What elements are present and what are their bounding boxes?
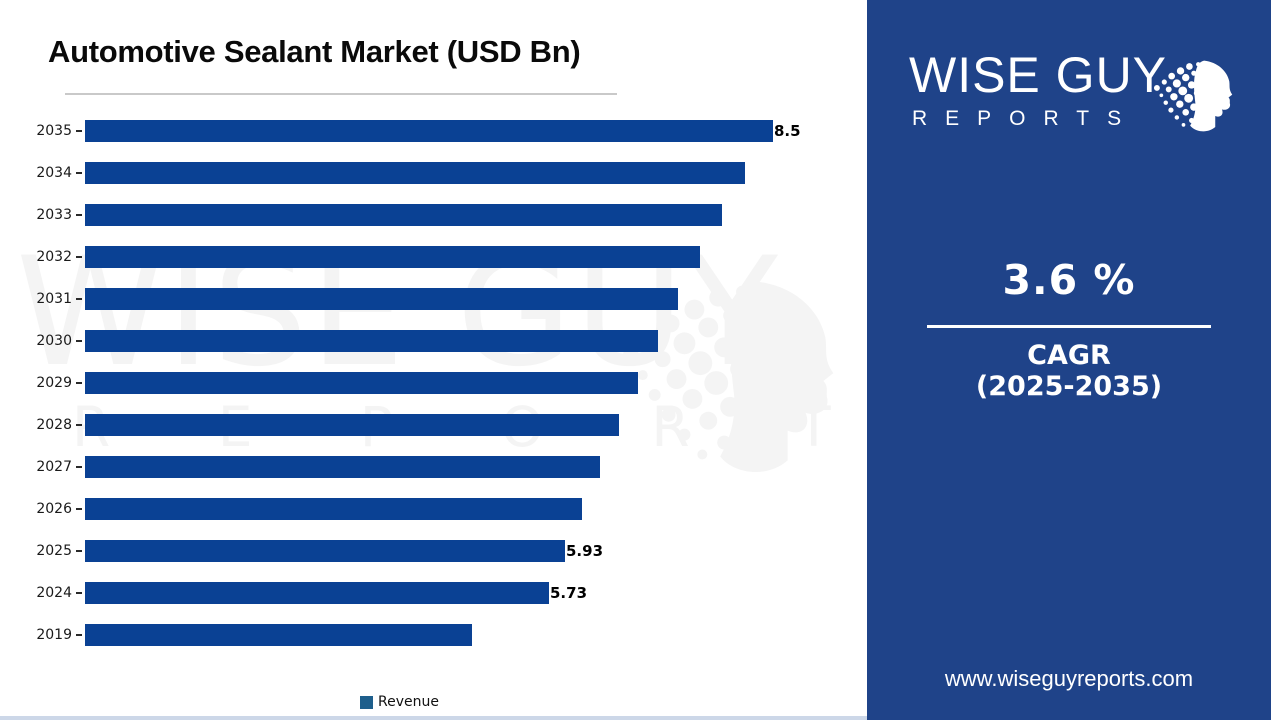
year-tick-label: 2025 bbox=[36, 543, 72, 559]
bar-row: 2035 8.5 bbox=[0, 110, 867, 152]
bar-row: 2028 bbox=[0, 404, 867, 446]
revenue-bar bbox=[85, 246, 700, 268]
page-title: Automotive Sealant Market (USD Bn) bbox=[48, 34, 581, 69]
revenue-bar bbox=[85, 414, 619, 436]
bar-value-label: 8.5 bbox=[774, 122, 801, 140]
dotted-head-profile-icon bbox=[1153, 60, 1233, 132]
bar-plot: 2035 8.5 2034 2033 2032 2031 2030 2029 2028 2027 2… bbox=[0, 110, 867, 656]
revenue-bar bbox=[85, 498, 582, 520]
bar-row: 2026 bbox=[0, 488, 867, 530]
year-tick-label: 2030 bbox=[36, 333, 72, 349]
legend-swatch-icon bbox=[360, 695, 373, 709]
year-tick-label: 2033 bbox=[36, 207, 72, 223]
title-divider bbox=[65, 93, 617, 95]
axis-tick bbox=[76, 298, 82, 300]
revenue-bar bbox=[85, 582, 549, 604]
year-tick-label: 2019 bbox=[36, 627, 72, 643]
brand-panel: WISE GUY REPORTS 3.6 % C bbox=[867, 0, 1271, 720]
chart-panel: Automotive Sealant Market (USD Bn) WISE … bbox=[0, 34, 867, 720]
bar-row: 2027 bbox=[0, 446, 867, 488]
year-tick-label: 2027 bbox=[36, 459, 72, 475]
bar-row: 2034 bbox=[0, 152, 867, 194]
axis-tick bbox=[76, 424, 82, 426]
axis-tick bbox=[76, 130, 82, 132]
year-tick-label: 2031 bbox=[36, 291, 72, 307]
dotted-head-profile-watermark-icon bbox=[622, 281, 834, 472]
year-tick-label: 2035 bbox=[36, 123, 72, 139]
axis-tick bbox=[76, 550, 82, 552]
bar-row: 2033 bbox=[0, 194, 867, 236]
year-tick-label: 2026 bbox=[36, 501, 72, 517]
bar-row: 2024 5.73 bbox=[0, 572, 867, 614]
revenue-bar bbox=[85, 540, 565, 562]
brand-logo: WISE GUY REPORTS bbox=[909, 48, 1261, 156]
axis-tick bbox=[76, 634, 82, 636]
year-tick-label: 2032 bbox=[36, 249, 72, 265]
legend: Revenue bbox=[360, 694, 439, 710]
cagr-divider bbox=[927, 325, 1211, 328]
bar-value-label: 5.93 bbox=[566, 542, 604, 560]
revenue-bar bbox=[85, 372, 638, 394]
website-url: www.wiseguyreports.com bbox=[944, 666, 1194, 691]
year-tick-label: 2024 bbox=[36, 585, 72, 601]
bar-value-label: 5.73 bbox=[550, 584, 588, 602]
year-tick-label: 2029 bbox=[36, 375, 72, 391]
revenue-bar bbox=[85, 204, 722, 226]
axis-tick bbox=[76, 256, 82, 258]
revenue-bar bbox=[85, 162, 745, 184]
brand-name: WISE GUY bbox=[909, 47, 1168, 103]
cagr-value: 3.6 % bbox=[1002, 256, 1136, 304]
revenue-bar bbox=[85, 120, 773, 142]
axis-tick bbox=[76, 592, 82, 594]
revenue-bar bbox=[85, 456, 600, 478]
axis-tick bbox=[76, 172, 82, 174]
year-tick-label: 2028 bbox=[36, 417, 72, 433]
bar-row: 2032 bbox=[0, 236, 867, 278]
brand-subname: REPORTS bbox=[912, 107, 1140, 130]
axis-tick bbox=[76, 382, 82, 384]
axis-tick bbox=[76, 214, 82, 216]
bar-row: 2019 bbox=[0, 614, 867, 656]
brand-logo-text: WISE GUY REPORTS bbox=[909, 48, 1167, 131]
cagr-label: CAGR bbox=[1027, 340, 1111, 371]
bar-row: 2025 5.93 bbox=[0, 530, 867, 572]
legend-label: Revenue bbox=[378, 694, 439, 710]
revenue-bar bbox=[85, 288, 678, 310]
revenue-bar bbox=[85, 624, 472, 646]
bar-row: 2031 bbox=[0, 278, 867, 320]
revenue-bar bbox=[85, 330, 658, 352]
cagr-range: (2025-2035) bbox=[975, 371, 1163, 403]
bar-row: 2029 bbox=[0, 362, 867, 404]
bar-row: 2030 bbox=[0, 320, 867, 362]
cagr-block: 3.6 % CAGR (2025-2035) bbox=[867, 256, 1271, 402]
axis-tick bbox=[76, 508, 82, 510]
axis-tick bbox=[76, 340, 82, 342]
year-tick-label: 2034 bbox=[36, 165, 72, 181]
axis-tick bbox=[76, 466, 82, 468]
